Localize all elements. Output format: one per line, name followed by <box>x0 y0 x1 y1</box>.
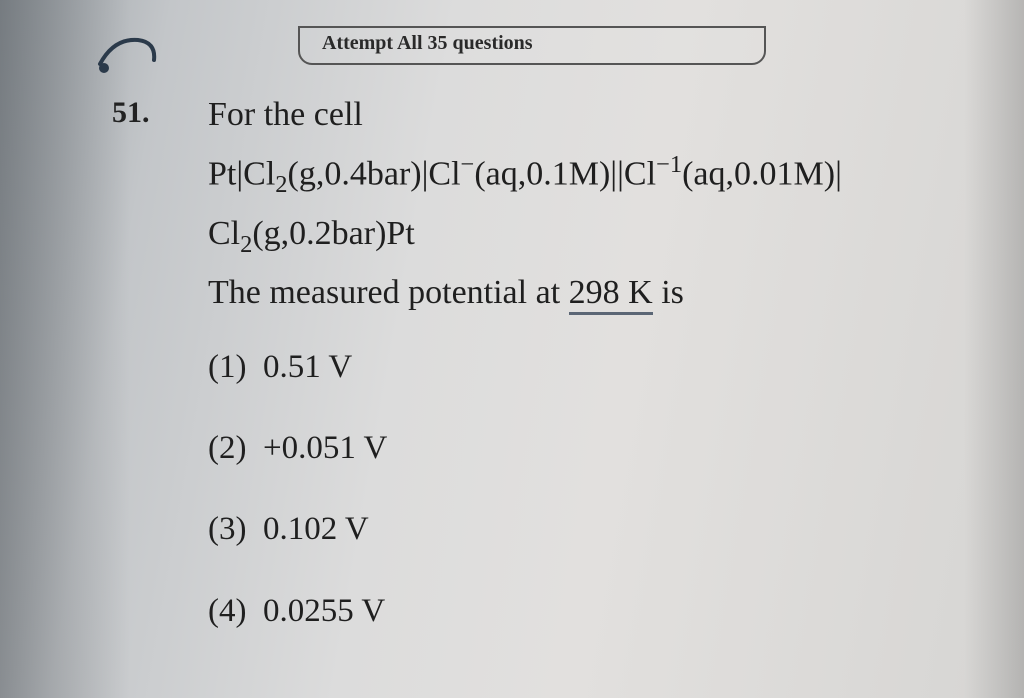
measured-temp: 298 K <box>569 274 653 315</box>
cell-notation-line1: Pt|Cl2(g,0.4bar)|Cl−(aq,0.1M)||Cl−1(aq,0… <box>208 146 964 204</box>
cell-notation-line2: Cl2(g,0.2bar)Pt <box>208 208 964 264</box>
option-text: 0.51 V <box>263 349 352 385</box>
question-number: 51. <box>112 96 150 130</box>
option-label: (4) <box>208 593 246 629</box>
question-content: For the cell Pt|Cl2(g,0.4bar)|Cl−(aq,0.1… <box>208 89 964 637</box>
measured-line: The measured potential at 298 K is <box>208 267 964 320</box>
option-3: (3) 0.102 V <box>208 504 964 555</box>
measured-prefix: The measured potential at <box>208 274 569 311</box>
options-list: (1) 0.51 V (2) +0.051 V (3) 0.102 V (4) … <box>208 342 964 637</box>
question-prompt: For the cell <box>208 89 964 142</box>
header-box: Attempt All 35 questions <box>298 26 766 65</box>
option-text: +0.051 V <box>263 430 387 466</box>
option-text: 0.0255 V <box>263 593 385 629</box>
page-region: Attempt All 35 questions 51. For the cel… <box>0 0 1024 637</box>
header-text: Attempt All 35 questions <box>322 32 533 54</box>
option-text: 0.102 V <box>263 511 369 547</box>
option-label: (1) <box>208 349 246 385</box>
measured-suffix: is <box>653 274 684 311</box>
option-2: (2) +0.051 V <box>208 423 964 474</box>
option-4: (4) 0.0255 V <box>208 586 964 637</box>
option-label: (3) <box>208 511 246 547</box>
handwritten-mark <box>94 30 164 84</box>
option-1: (1) 0.51 V <box>208 342 964 393</box>
option-label: (2) <box>208 430 246 466</box>
